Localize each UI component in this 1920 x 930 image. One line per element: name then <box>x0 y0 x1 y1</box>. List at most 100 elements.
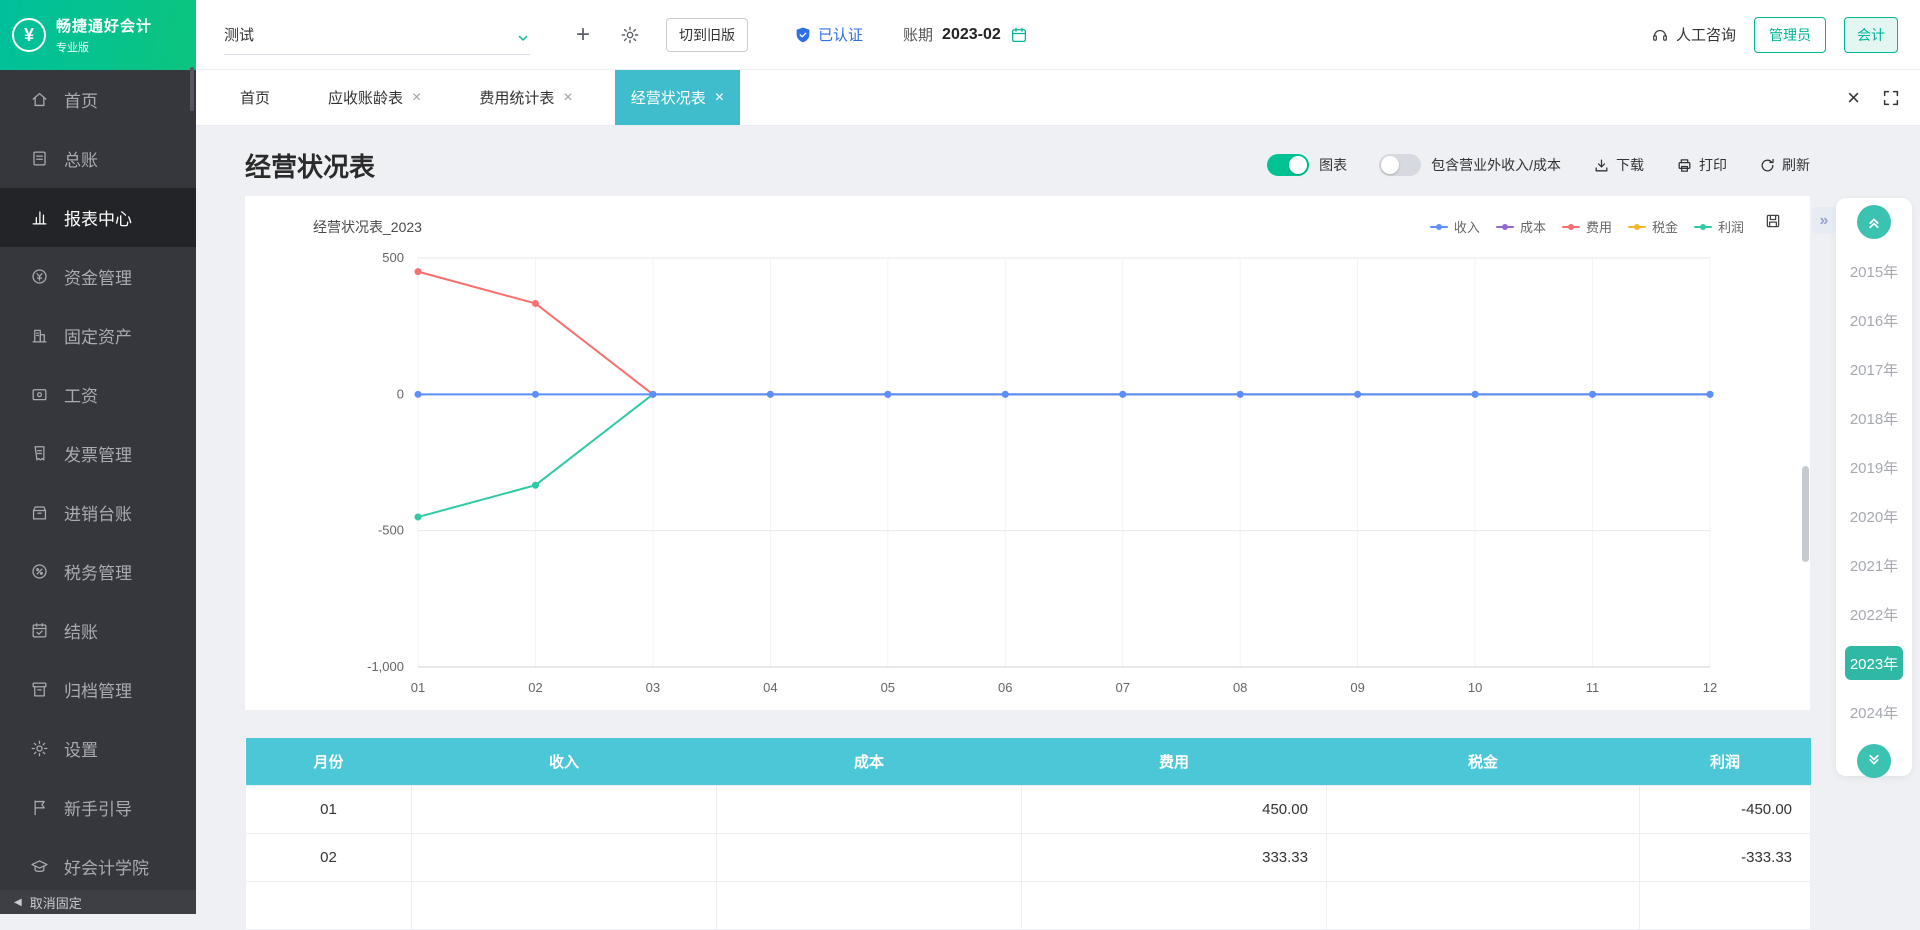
table-cell <box>716 784 1022 834</box>
tab-2[interactable]: 应收账龄表 × <box>312 70 437 125</box>
scroll-years-down-button[interactable] <box>1857 744 1891 778</box>
printer-icon <box>1676 157 1693 174</box>
sidebar-item-7[interactable]: 发票管理 <box>0 424 196 483</box>
page-title: 经营状况表 <box>245 151 376 182</box>
year-item-2018[interactable]: 2018年 <box>1849 410 1899 428</box>
tabbar: 首页 应收账龄表 × 费用统计表 × 经营状况表 × × <box>196 70 1920 126</box>
tab-1[interactable]: 首页 <box>224 70 286 125</box>
sidebar-item-2[interactable]: 总账 <box>0 129 196 188</box>
sidebar-menu: 首页 总账 报表中心 资金管理 固定资产 工资 发票管理进销台账税务管理 结账 归档管理 设置 新手… <box>0 70 196 890</box>
include-nonoperating-toggle[interactable] <box>1379 154 1422 176</box>
svg-text:08: 08 <box>1233 680 1247 695</box>
sidebar-item-10[interactable]: 结账 <box>0 601 196 660</box>
topbar: 测试 + 切到旧版 已认证 账期 2023-02 <box>196 0 1920 70</box>
table-row[interactable] <box>245 880 1811 930</box>
sidebar: ¥ 畅捷通好会计 专业版 首页 总账 报表中心 资金管理 固定资产 工资 发票管理 进销台账税… <box>0 0 196 914</box>
year-item-2021[interactable]: 2021年 <box>1849 557 1899 575</box>
close-all-tabs-button[interactable]: × <box>1847 84 1860 110</box>
accounting-period[interactable]: 账期 2023-02 <box>903 24 1028 45</box>
table-cell <box>411 784 717 834</box>
year-item-2017[interactable]: 2017年 <box>1849 361 1899 379</box>
legend-label: 收入 <box>1453 220 1480 235</box>
tab-close-icon[interactable]: × <box>563 88 573 106</box>
svg-text:11: 11 <box>1586 680 1600 695</box>
scroll-years-up-button[interactable] <box>1857 205 1891 239</box>
sidebar-item-13[interactable]: 新手引导 <box>0 778 196 837</box>
year-item-2015[interactable]: 2015年 <box>1849 263 1899 281</box>
guide-icon <box>30 798 49 817</box>
refresh-icon <box>1759 157 1776 174</box>
period-label: 账期 <box>903 27 934 44</box>
chart-toggle-group: 图表 <box>1267 154 1347 176</box>
svg-text:-1,000: -1,000 <box>367 659 404 674</box>
table-header-cell: 成本 <box>716 738 1022 785</box>
sidebar-item-9[interactable]: 税务管理 <box>0 542 196 601</box>
sidebar-item-1[interactable]: 首页 <box>0 70 196 129</box>
line-chart[interactable]: 500 0 -500 -1,000 01 02 03 04 05 06 07 08 09 10 11 12 <box>245 196 1810 710</box>
table-cell <box>1326 832 1640 882</box>
year-item-2024[interactable]: 2024年 <box>1849 704 1899 722</box>
tabbar-actions: × <box>1847 70 1920 125</box>
print-button[interactable]: 打印 <box>1676 155 1727 175</box>
legend-item[interactable]: 费用 <box>1561 217 1612 236</box>
sidebar-item-12[interactable]: 设置 <box>0 719 196 778</box>
tab-close-icon[interactable]: × <box>412 88 422 106</box>
table-row[interactable]: 02 333.33 -333.33 <box>245 832 1811 882</box>
sidebar-item-11[interactable]: 归档管理 <box>0 660 196 719</box>
salary-icon <box>30 385 49 404</box>
tab-close-icon[interactable]: × <box>714 88 725 106</box>
switch-old-version-button[interactable]: 切到旧版 <box>666 17 749 52</box>
tab-4[interactable]: 经营状况表 × <box>614 70 741 125</box>
archive-icon <box>30 680 49 699</box>
add-account-set-button[interactable]: + <box>576 20 591 48</box>
admin-button[interactable]: 管理员 <box>1754 16 1826 53</box>
table-cell: -333.33 <box>1639 832 1811 882</box>
chart-toggle[interactable] <box>1267 154 1310 176</box>
collapse-year-panel-button[interactable]: » <box>1812 207 1836 234</box>
legend-item[interactable]: 利润 <box>1693 217 1744 236</box>
sidebar-item-5[interactable]: 固定资产 <box>0 306 196 365</box>
download-button[interactable]: 下载 <box>1593 155 1644 175</box>
year-item-2016[interactable]: 2016年 <box>1849 312 1899 330</box>
table-cell <box>1021 880 1327 930</box>
settings-gear-icon[interactable] <box>620 25 640 45</box>
download-label: 下载 <box>1616 157 1644 173</box>
legend-label: 费用 <box>1585 220 1612 235</box>
sidebar-item-3[interactable]: 报表中心 <box>0 188 196 247</box>
certified-badge[interactable]: 已认证 <box>794 24 863 45</box>
sidebar-scrollbar[interactable] <box>190 67 194 111</box>
year-item-2020[interactable]: 2020年 <box>1849 508 1899 526</box>
consult-button[interactable]: 人工咨询 <box>1651 24 1736 45</box>
save-image-icon[interactable] <box>1764 212 1782 230</box>
svg-text:0: 0 <box>397 386 404 401</box>
sidebar-item-14[interactable]: 好会计学院 <box>0 837 196 890</box>
account-set-select[interactable]: 测试 <box>224 24 530 55</box>
download-icon <box>1593 157 1610 174</box>
tab-3[interactable]: 费用统计表 × <box>463 70 588 125</box>
accountant-button[interactable]: 会计 <box>1844 16 1898 53</box>
sidebar-item-label: 进销台账 <box>64 505 132 524</box>
sidebar-item-4[interactable]: 资金管理 <box>0 247 196 306</box>
legend-item[interactable]: 税金 <box>1627 217 1678 236</box>
table-row[interactable]: 01 450.00 -450.00 <box>245 784 1811 834</box>
svg-text:02: 02 <box>528 680 542 695</box>
year-item-2022[interactable]: 2022年 <box>1849 606 1899 624</box>
brand-edition: 专业版 <box>56 42 89 54</box>
fullscreen-icon[interactable] <box>1882 89 1900 107</box>
sidebar-item-8[interactable]: 进销台账 <box>0 483 196 542</box>
toggle-knob <box>1289 156 1308 174</box>
chart-toggle-label: 图表 <box>1319 157 1348 173</box>
period-value: 2023-02 <box>942 25 1001 43</box>
tab-label: 应收账龄表 <box>328 90 404 107</box>
table-cell: 02 <box>245 832 412 882</box>
refresh-button[interactable]: 刷新 <box>1759 155 1810 175</box>
sidebar-item-6[interactable]: 工资 <box>0 365 196 424</box>
chevron-down-icon <box>516 31 530 45</box>
unpin-sidebar-button[interactable]: ◀ 取消固定 <box>0 890 196 914</box>
year-item-2019[interactable]: 2019年 <box>1849 459 1899 477</box>
content-scrollbar[interactable] <box>1802 466 1809 562</box>
legend-item[interactable]: 收入 <box>1429 217 1480 236</box>
legend-item[interactable]: 成本 <box>1495 217 1546 236</box>
year-item-2023[interactable]: 2023年 <box>1845 646 1903 680</box>
include-toggle-label: 包含营业外收入/成本 <box>1431 157 1561 173</box>
